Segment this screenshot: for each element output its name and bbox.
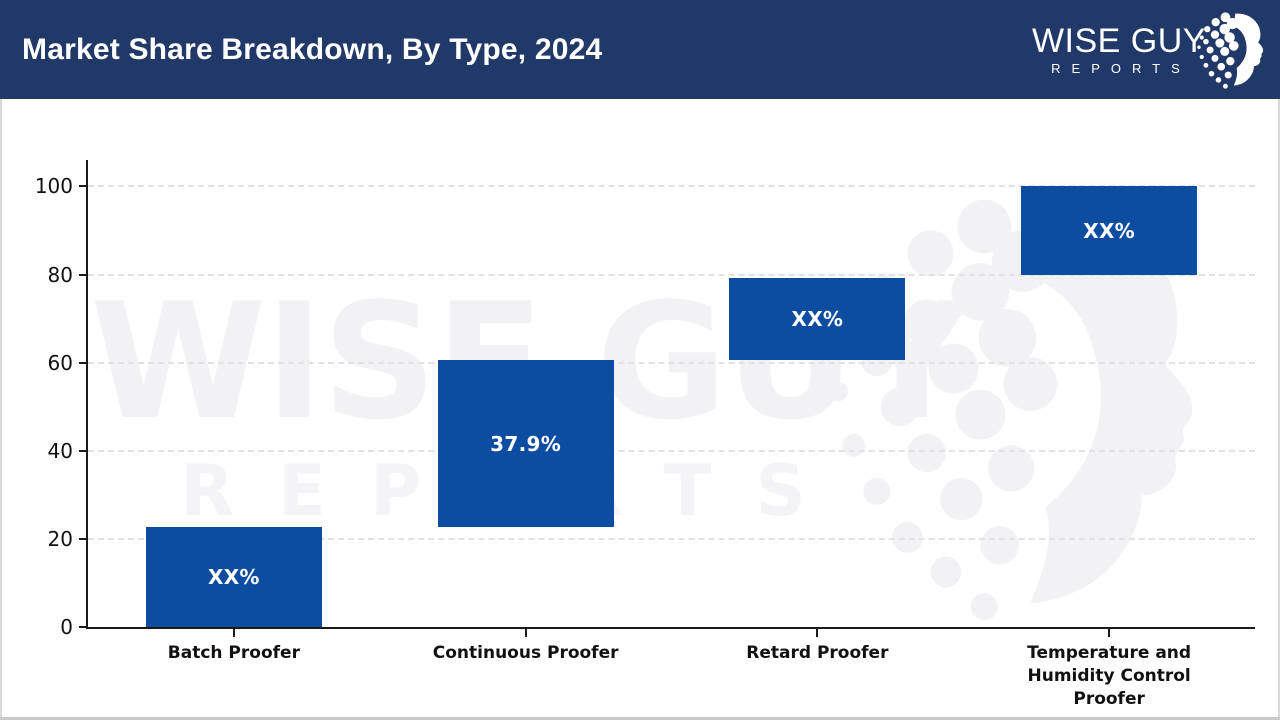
bar-value-label: XX% [207,564,260,589]
bar-temperature-and-humidity-control-proofer: XX% [1021,186,1198,275]
bar-value-label: 37.9% [490,431,562,456]
y-axis-tick [79,361,88,364]
gridline-100 [88,185,1255,188]
y-axis-tick [79,449,88,452]
bar-continuous-proofer: 37.9% [437,360,614,527]
header-bar: Market Share Breakdown, By Type, 2024 WI… [0,0,1280,99]
page-title: Market Share Breakdown, By Type, 2024 [22,32,603,66]
x-axis-category-label: Retard Proofer [746,643,889,663]
logo-subtitle: REPORTS [1051,61,1191,76]
bar-value-label: XX% [791,306,844,331]
y-axis-tick-label: 20 [47,526,73,551]
logo-wordmark: WISE GUY [1031,22,1206,60]
y-axis-tick-label: 80 [47,262,73,287]
bar-batch-proofer: XX% [145,526,322,627]
y-axis-tick-label: 0 [60,615,73,639]
page-border-right [1278,99,1280,720]
gridline-20 [88,537,1255,540]
page-border-left [0,99,2,720]
gridline-40 [88,449,1255,452]
x-axis-category-label: Batch Proofer [167,643,300,663]
bar-value-label: XX% [1083,218,1136,243]
y-axis-tick [79,626,88,628]
y-axis-tick [79,273,88,276]
y-axis-tick [79,537,88,540]
y-axis-tick-label: 60 [47,350,73,375]
x-axis-tick [524,628,527,637]
page-border-bottom [0,717,1280,720]
x-axis-category-label: Continuous Proofer [432,643,619,663]
wiseguy-logo: WISE GUY REPORTS [1032,7,1280,93]
y-axis-line [86,160,88,629]
wiseguy-logo-text: WISE GUY REPORTS [1032,24,1206,75]
x-axis-line [86,627,1255,629]
gridline-80 [88,273,1255,276]
x-axis-tick [816,628,819,637]
x-axis-tick [1108,628,1111,637]
y-axis-tick-label: 40 [47,438,73,463]
x-axis-category-label: Temperature and Humidity Control Proofer [1027,643,1192,709]
y-axis-tick [79,185,88,188]
x-axis-tick [232,628,235,637]
y-axis-tick-label: 100 [34,174,73,199]
gridline-60 [88,361,1255,364]
bar-retard-proofer: XX% [729,277,906,360]
wiseguy-face-icon [1197,11,1264,89]
